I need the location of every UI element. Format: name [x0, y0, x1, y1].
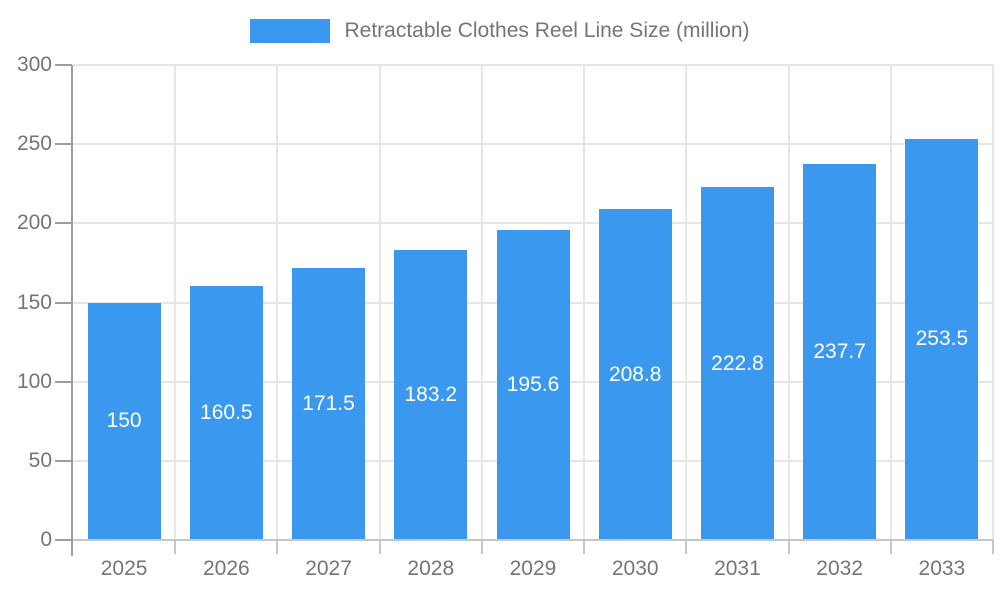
bar-value-label: 183.2 — [404, 382, 458, 406]
y-tick-label: 200 — [16, 211, 52, 235]
x-axis-tick — [480, 540, 483, 554]
bar-value-label: 195.6 — [506, 373, 560, 397]
bar-value-label: 150 — [106, 409, 142, 433]
h-gridline — [73, 222, 993, 225]
y-axis-tick — [55, 143, 72, 146]
v-gridline — [583, 65, 586, 540]
y-axis-tick — [55, 301, 72, 304]
y-axis-tick — [55, 380, 72, 383]
x-tick-label-2031: 2031 — [714, 557, 761, 580]
bar-2028[interactable]: 183.2 — [394, 249, 468, 540]
x-axis-tick — [685, 540, 688, 554]
y-tick-label: 50 — [28, 448, 52, 472]
bar-value-label: 237.7 — [813, 339, 866, 363]
x-axis-line — [73, 539, 993, 541]
v-gridline — [992, 65, 994, 540]
y-tick-label: 100 — [16, 369, 52, 393]
x-axis-tick — [889, 540, 892, 554]
x-axis-tick — [787, 540, 790, 554]
bar-value-label: 160.5 — [200, 400, 253, 424]
y-tick-label: 150 — [16, 290, 52, 314]
x-tick-label-2030: 2030 — [611, 557, 659, 580]
y-axis-tick — [55, 64, 72, 66]
h-gridline — [73, 64, 993, 66]
x-axis-tick — [174, 540, 177, 554]
bar-2031[interactable]: 222.8 — [700, 187, 774, 540]
x-axis-tick — [583, 540, 586, 554]
x-tick-label-2032: 2032 — [816, 557, 864, 580]
x-tick-label-2026: 2026 — [202, 557, 250, 580]
bar-2026[interactable]: 160.5 — [189, 285, 263, 540]
h-gridline — [73, 143, 993, 146]
bar-value-label: 222.8 — [711, 351, 764, 375]
v-gridline — [276, 65, 279, 540]
y-axis-tick — [55, 222, 72, 225]
x-axis-tick — [992, 540, 994, 554]
bar-value-label: 171.5 — [302, 392, 355, 416]
legend-label: Retractable Clothes Reel Line Size (mill… — [344, 19, 750, 42]
bar-2030[interactable]: 208.8 — [598, 209, 672, 540]
y-tick-label: 300 — [16, 53, 52, 76]
plot-area: 150 160.5 171.5 183.2 195.6 208.8 222.8 237.7 25… — [73, 64, 994, 540]
v-gridline — [889, 65, 892, 540]
bar-value-label: 253.5 — [915, 327, 969, 351]
x-tick-label-2025: 2025 — [100, 557, 148, 580]
x-tick-label-2033: 2033 — [918, 557, 966, 580]
y-tick-label: 250 — [16, 132, 52, 156]
bar-2033[interactable]: 253.5 — [905, 138, 979, 540]
x-tick-label-2029: 2029 — [509, 557, 557, 580]
x-axis-tick — [276, 540, 279, 554]
v-gridline — [685, 65, 688, 540]
x-tick-label-2028: 2028 — [407, 557, 455, 580]
bar-2032[interactable]: 237.7 — [803, 163, 877, 540]
bar-2027[interactable]: 171.5 — [292, 268, 366, 540]
x-tick-label-2027: 2027 — [305, 557, 352, 580]
v-gridline — [787, 65, 790, 540]
legend-swatch — [250, 19, 331, 43]
v-gridline — [480, 65, 483, 540]
bar-2029[interactable]: 195.6 — [496, 230, 570, 540]
v-gridline — [378, 65, 381, 540]
bar-2025[interactable]: 150 — [87, 302, 161, 540]
v-gridline — [174, 65, 177, 540]
y-axis-tick — [55, 539, 72, 541]
y-tick-label: 0 — [40, 528, 52, 551]
legend[interactable]: Retractable Clothes Reel Line Size (mill… — [0, 19, 1000, 43]
bar-value-label: 208.8 — [608, 362, 662, 386]
y-axis-tick — [55, 459, 72, 462]
x-axis-tick — [378, 540, 381, 554]
y-axis-line — [71, 65, 73, 556]
